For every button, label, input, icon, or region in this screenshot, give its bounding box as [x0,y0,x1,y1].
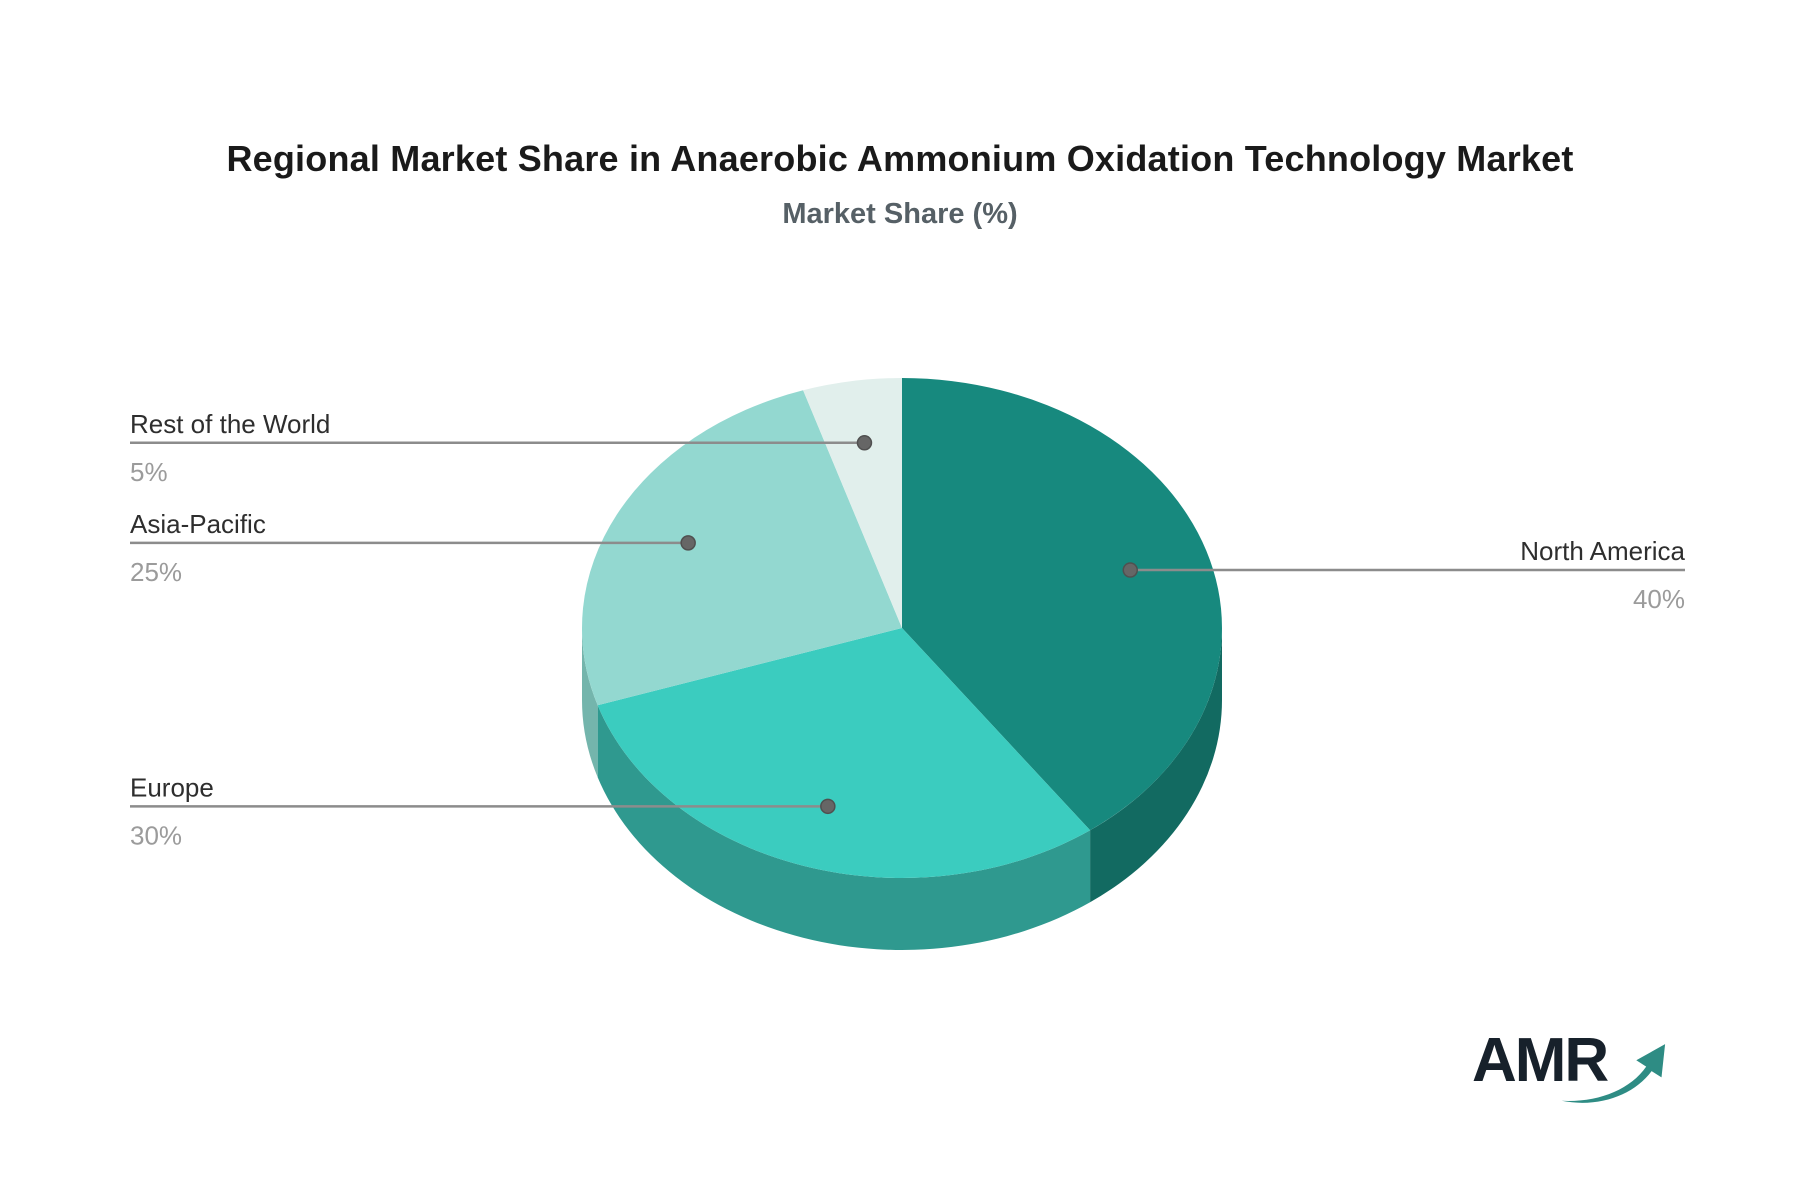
slice-value-north-america: 40% [1633,584,1685,614]
pie-side-north-america [1090,628,1222,903]
slice-label-rest-of-the-world: Rest of the World [130,409,330,439]
pie-side-europe [597,705,1091,950]
slice-label-europe: Europe [130,772,214,802]
chart-subtitle: Market Share (%) [782,198,1018,230]
leader-dot-asia-pacific [680,535,696,551]
slice-label-north-america: North America [1520,536,1685,566]
slice-value-europe: 30% [130,820,182,850]
slice-label-asia-pacific: Asia-Pacific [130,509,266,539]
leader-dot-europe [820,798,836,815]
amr-logo-text: AMR [1472,1026,1609,1095]
leader-dot-rest-of-the-world [856,435,873,451]
slice-value-asia-pacific: 25% [130,557,182,587]
pie-slice-asia-pacific[interactable] [582,390,902,706]
pie-slice-rest-of-the-world[interactable] [803,378,902,628]
chart-title: Regional Market Share in Anaerobic Ammon… [226,138,1574,179]
slice-value-rest-of-the-world: 5% [130,457,168,487]
amr-logo: AMR [1472,1030,1702,1122]
arrow-swoosh [1561,1044,1666,1103]
pie-slice-europe[interactable] [597,628,1091,878]
amr-logo-arrow-icon [1561,1044,1666,1103]
pie-slice-north-america[interactable] [902,378,1222,831]
pie-side-asia-pacific [582,628,598,778]
leader-dot-north-america [1122,562,1138,578]
